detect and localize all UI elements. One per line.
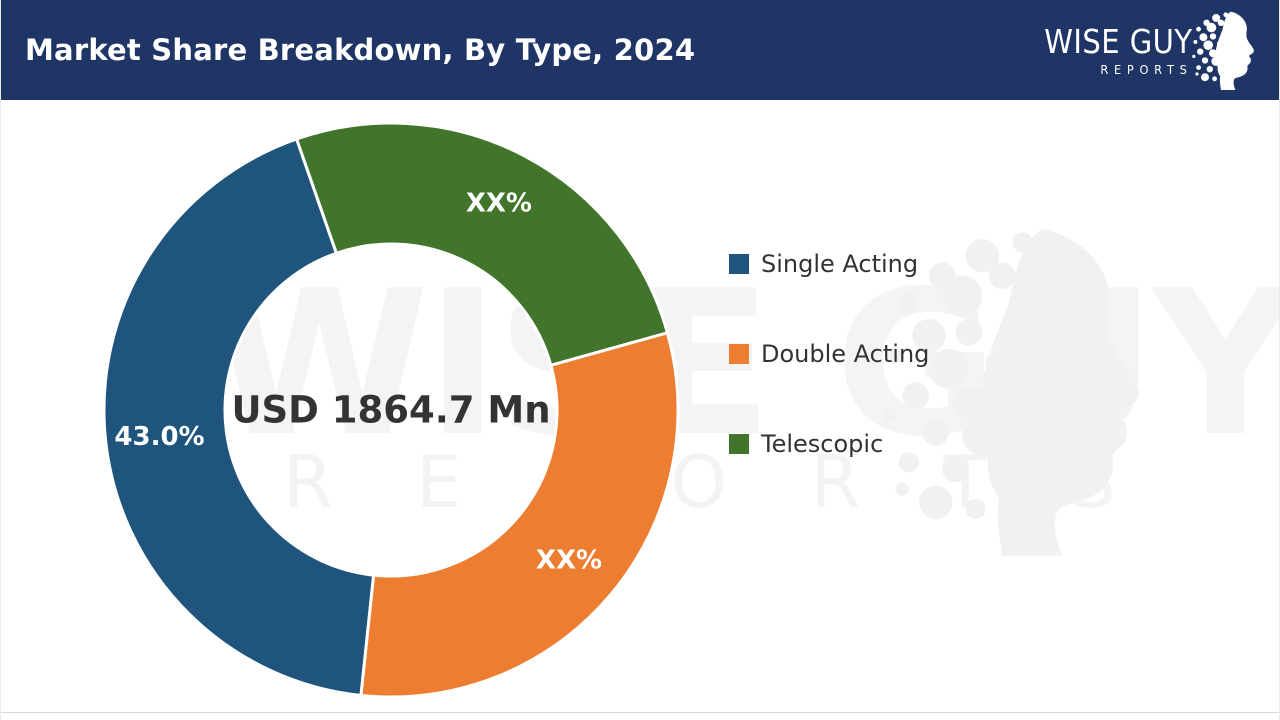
segment-label-telescopic: XX% xyxy=(466,189,532,219)
donut-segment-double-acting xyxy=(359,331,680,699)
donut-chart: 43.0% XX% XX% USD 1864.7 Mn xyxy=(102,121,680,699)
legend-swatch-double-acting xyxy=(729,344,749,364)
legend-label: Telescopic xyxy=(761,430,884,458)
segment-label-single-acting: 43.0% xyxy=(114,422,204,452)
header-bar: Market Share Breakdown, By Type, 2024 WI… xyxy=(1,0,1279,100)
donut-segment-single-acting xyxy=(102,137,376,697)
legend-swatch-telescopic xyxy=(729,434,749,454)
legend-label: Single Acting xyxy=(761,250,919,278)
segment-label-double-acting: XX% xyxy=(536,545,602,575)
footer-rule xyxy=(1,712,1279,720)
legend-item-double-acting: Double Acting xyxy=(729,340,929,368)
chart-area: WISE GUY R E P O R T S 43.0% XX% XX% USD 1… xyxy=(1,100,1279,712)
logo-wordmark: WISE GUY xyxy=(1044,21,1193,61)
wise-guy-reports-logo: WISE GUY REPORTS xyxy=(1024,9,1261,91)
donut-center-value: USD 1864.7 Mn xyxy=(231,389,550,432)
dotted-face-icon xyxy=(1192,11,1254,91)
page-title: Market Share Breakdown, By Type, 2024 xyxy=(25,33,696,67)
logo-subtitle: REPORTS xyxy=(1100,62,1193,77)
logo-text: WISE GUY REPORTS xyxy=(1024,25,1193,76)
legend-swatch-single-acting xyxy=(729,254,749,274)
donut-segment-telescopic xyxy=(295,121,669,367)
legend-item-single-acting: Single Acting xyxy=(729,250,918,278)
legend-item-telescopic: Telescopic xyxy=(729,430,883,458)
legend-label: Double Acting xyxy=(761,340,930,368)
